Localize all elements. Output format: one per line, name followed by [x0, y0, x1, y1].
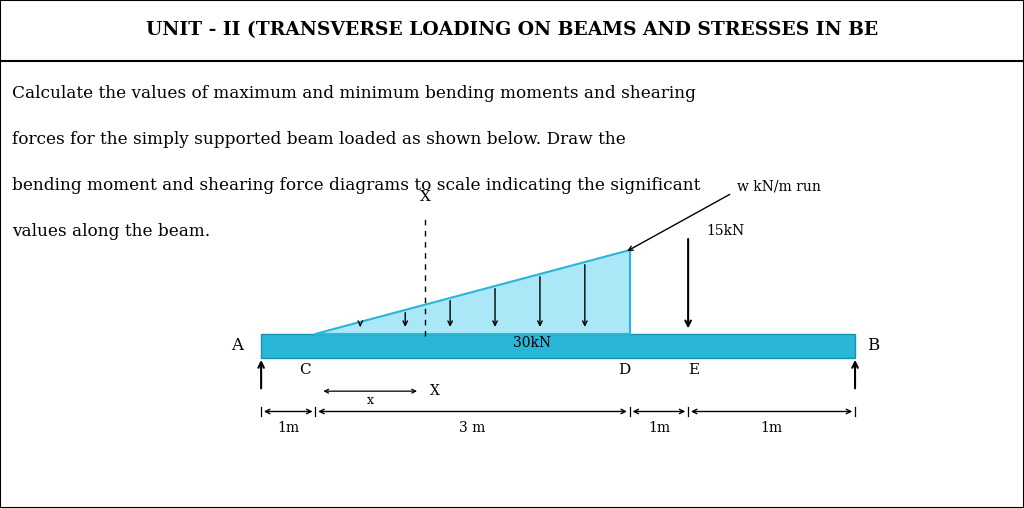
Text: x: x: [367, 394, 374, 407]
Text: B: B: [867, 337, 880, 355]
Text: X: X: [420, 190, 430, 204]
Text: D: D: [618, 363, 631, 377]
Text: 3 m: 3 m: [460, 421, 485, 435]
Text: forces for the simply supported beam loaded as shown below. Draw the: forces for the simply supported beam loa…: [12, 131, 626, 148]
Text: C: C: [299, 363, 310, 377]
Text: UNIT - II (TRANSVERSE LOADING ON BEAMS AND STRESSES IN BE: UNIT - II (TRANSVERSE LOADING ON BEAMS A…: [145, 21, 879, 40]
Text: E: E: [688, 363, 698, 377]
Text: A: A: [230, 337, 243, 355]
Text: 15kN: 15kN: [707, 224, 744, 238]
Polygon shape: [315, 250, 630, 334]
Text: 1m: 1m: [278, 421, 299, 435]
Text: w kN/m run: w kN/m run: [737, 179, 821, 193]
Text: bending moment and shearing force diagrams to scale indicating the significant: bending moment and shearing force diagra…: [12, 177, 700, 194]
Bar: [261, 334, 855, 358]
Text: Calculate the values of maximum and minimum bending moments and shearing: Calculate the values of maximum and mini…: [12, 85, 696, 103]
Text: X: X: [430, 384, 440, 398]
Text: 1m: 1m: [761, 421, 782, 435]
Text: 30kN: 30kN: [513, 336, 552, 351]
Text: values along the beam.: values along the beam.: [12, 223, 211, 240]
Text: 1m: 1m: [648, 421, 670, 435]
